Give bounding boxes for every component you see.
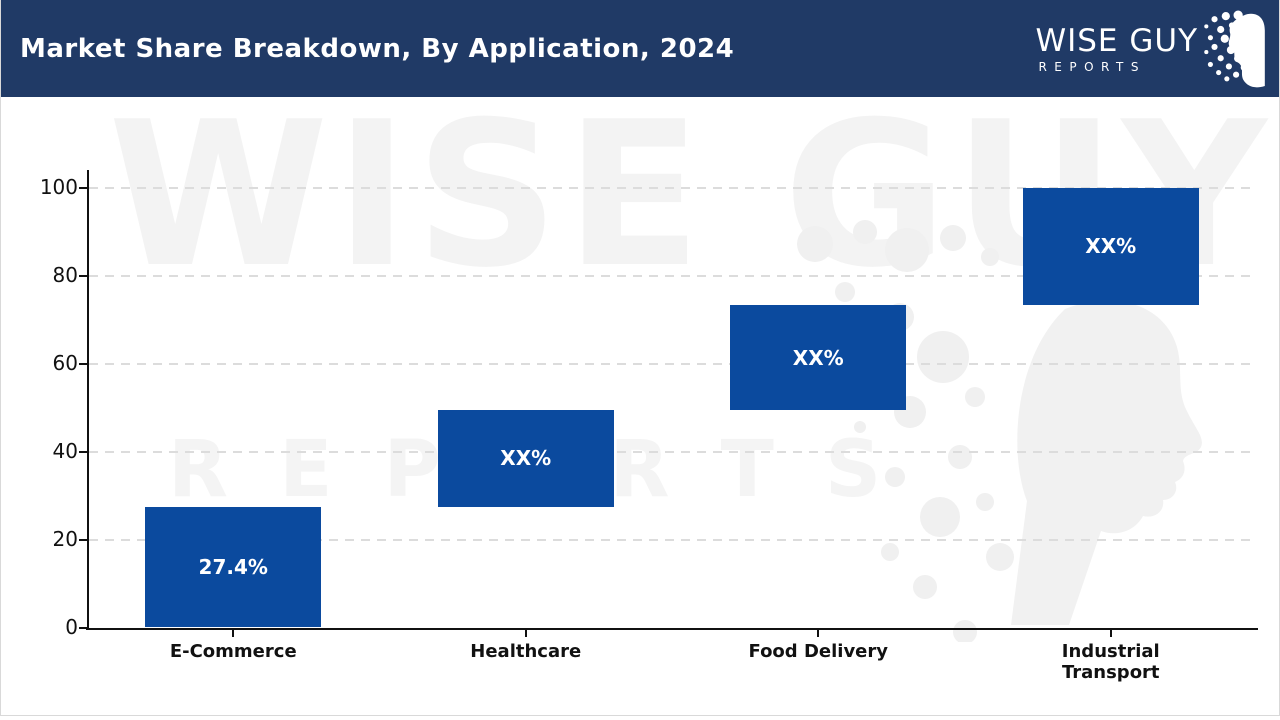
logo-subtitle: REPORTS bbox=[1038, 60, 1146, 74]
bar-value-label: 27.4% bbox=[198, 555, 268, 580]
wise-guy-logo: WISE GUY REPORTS bbox=[1035, 8, 1266, 90]
y-axis-tick-label: 40 bbox=[52, 438, 78, 463]
header-bar: Market Share Breakdown, By Application, … bbox=[0, 0, 1280, 97]
x-tick bbox=[232, 629, 235, 637]
gridline bbox=[89, 362, 1257, 365]
gridline bbox=[89, 274, 1257, 277]
logo-face-icon bbox=[1204, 10, 1265, 88]
bar-value-label: XX% bbox=[1085, 234, 1137, 259]
x-axis-category-label: Healthcare bbox=[470, 640, 582, 662]
y-axis bbox=[87, 170, 89, 630]
x-tick bbox=[1109, 629, 1112, 637]
bar-value-label: XX% bbox=[500, 446, 552, 471]
bar: XX% bbox=[730, 305, 907, 410]
x-axis-category-label: E-Commerce bbox=[169, 640, 297, 662]
watermark-face bbox=[1011, 300, 1202, 625]
bar: XX% bbox=[437, 409, 614, 507]
x-tick bbox=[524, 629, 527, 637]
plot: 0 20 40 60 80 100 27.4% E-Commerce XX% Healthcare… bbox=[0, 97, 1280, 720]
gridline bbox=[89, 450, 1257, 453]
bar: XX% bbox=[1022, 187, 1199, 306]
y-axis-tick-label: 60 bbox=[52, 350, 78, 375]
x-axis bbox=[86, 627, 1258, 630]
x-tick bbox=[817, 629, 820, 637]
bar: 27.4% bbox=[145, 506, 322, 628]
y-axis-tick-label: 100 bbox=[39, 174, 78, 199]
y-axis-tick-label: 20 bbox=[52, 526, 78, 551]
y-tick bbox=[79, 186, 87, 189]
chart-title: Market Share Breakdown, By Application, … bbox=[20, 33, 735, 64]
x-axis-category-label: Food Delivery bbox=[748, 640, 889, 662]
x-axis-category-label: Industrial Transport bbox=[1061, 640, 1160, 683]
logo-wordmark: WISE GUY bbox=[1035, 23, 1198, 59]
logo-text: WISE GUY REPORTS bbox=[1035, 24, 1198, 74]
y-tick bbox=[79, 538, 87, 541]
gridline bbox=[89, 538, 1257, 541]
bar-value-label: XX% bbox=[792, 345, 844, 370]
watermark-dots bbox=[797, 220, 1014, 642]
y-axis-tick-label: 0 bbox=[65, 614, 78, 639]
gridline bbox=[89, 186, 1257, 189]
chart-area: WISE GUY R E P O R T S 02040608010027.4%… bbox=[0, 79, 1280, 720]
y-tick bbox=[79, 450, 87, 453]
y-axis-tick-label: 80 bbox=[52, 262, 78, 287]
y-tick bbox=[79, 274, 87, 277]
y-tick bbox=[79, 626, 87, 629]
y-tick bbox=[79, 362, 87, 365]
